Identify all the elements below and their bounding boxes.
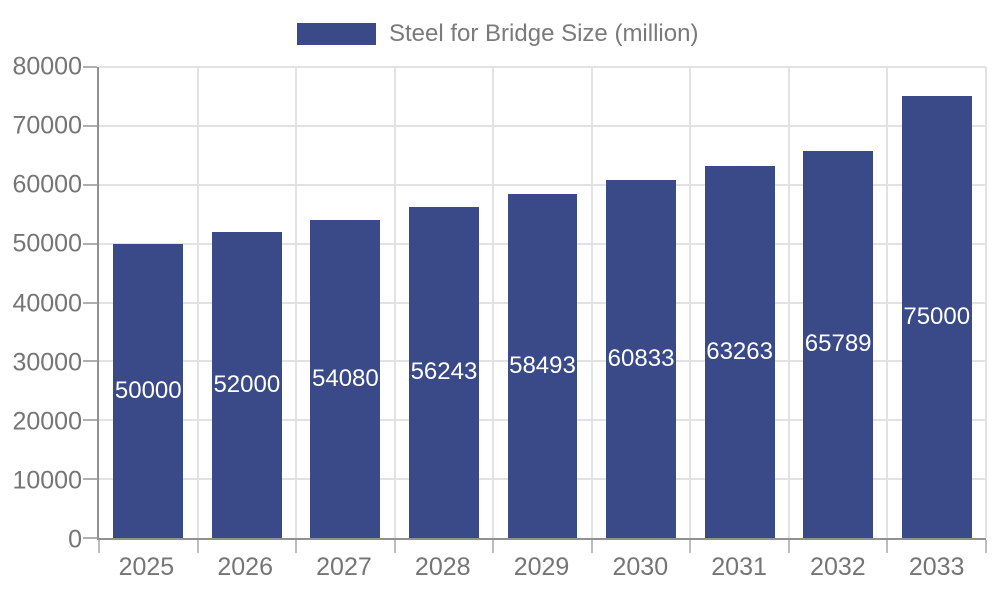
y-axis-tick <box>83 360 97 363</box>
y-axis-tick-label: 80000 <box>12 52 82 81</box>
y-axis-tick <box>83 242 97 245</box>
x-axis-tick-label: 2031 <box>711 553 767 581</box>
gridline-vertical <box>590 67 593 538</box>
gridline-horizontal <box>99 124 986 127</box>
x-axis-tick <box>689 540 692 553</box>
y-axis-tick <box>83 537 97 539</box>
x-axis-tick-label: 2029 <box>513 553 570 581</box>
x-axis-tick <box>196 540 199 553</box>
gridline-vertical <box>492 67 495 538</box>
gridline-vertical <box>196 67 199 538</box>
x-axis-tick <box>787 540 790 553</box>
y-axis-tick <box>83 66 97 68</box>
x-axis-tick <box>886 540 889 553</box>
bar-value-label: 63263 <box>706 337 773 365</box>
bar-value-label: 58493 <box>509 351 576 379</box>
bar-2027: 54080 <box>310 219 381 538</box>
bar-value-label: 60833 <box>607 344 675 372</box>
y-axis-tick-label: 70000 <box>12 111 82 140</box>
gridline-vertical <box>295 67 298 538</box>
legend-item[interactable]: Steel for Bridge Size (million) <box>297 20 698 48</box>
bar-2029: 58493 <box>507 193 578 538</box>
bar-value-label: 54080 <box>312 364 379 392</box>
legend-swatch <box>297 23 376 45</box>
y-axis-tick <box>83 301 97 304</box>
x-axis-tick-label: 2025 <box>118 553 175 581</box>
plot-area: 50000 52000 54080 56243 58493 60833 63263 65789… <box>83 66 987 553</box>
x-axis-tick-label: 2027 <box>316 553 372 581</box>
bar-2026: 52000 <box>211 231 282 538</box>
bar-value-label: 75000 <box>903 303 971 331</box>
y-axis-tick <box>83 478 97 481</box>
y-axis-tick <box>83 419 97 422</box>
bar-2033: 75000 <box>901 96 972 538</box>
y-axis: 0 10000 20000 30000 40000 50000 60000 70000 8000… <box>0 54 82 552</box>
y-axis-tick-label: 40000 <box>12 289 82 317</box>
x-axis-tick-label: 2032 <box>810 553 866 581</box>
y-axis-tick-label: 10000 <box>12 466 82 495</box>
bar-value-label: 52000 <box>213 370 281 398</box>
bar-2025: 50000 <box>113 243 184 538</box>
gridline-horizontal <box>99 183 986 186</box>
x-axis-tick-label: 2026 <box>217 553 273 581</box>
y-axis-tick-label: 20000 <box>12 407 82 436</box>
bar-value-label: 65789 <box>804 330 872 358</box>
x-axis-tick <box>295 540 298 553</box>
gridline-vertical <box>985 67 987 538</box>
gridline-vertical <box>393 67 396 538</box>
y-axis-tick <box>83 124 97 127</box>
x-axis-tick <box>393 540 396 553</box>
gridline-vertical <box>787 67 790 538</box>
x-axis-tick-label: 2028 <box>414 553 471 581</box>
x-axis-tick-label: 2030 <box>612 553 669 581</box>
x-axis-tick <box>590 540 593 553</box>
y-axis-tick-label: 50000 <box>12 229 82 258</box>
x-axis-tick <box>492 540 495 553</box>
bar-value-label: 50000 <box>114 376 182 404</box>
bar-2032: 65789 <box>803 150 874 538</box>
x-axis: 2025 2026 2027 2028 2029 2030 2031 2032 2033 <box>97 552 986 582</box>
bar-value-label: 56243 <box>410 358 478 386</box>
bar-2031: 63263 <box>704 165 775 538</box>
bar-2028: 56243 <box>408 206 479 538</box>
y-axis-tick-label: 60000 <box>12 170 82 199</box>
y-axis-tick-label: 30000 <box>12 348 82 377</box>
gridline-horizontal <box>99 66 986 68</box>
x-axis-tick <box>985 540 987 553</box>
legend-label: Steel for Bridge Size (million) <box>389 20 699 47</box>
gridline-vertical <box>689 67 692 538</box>
bar-2030: 60833 <box>606 179 677 538</box>
y-axis-tick <box>83 183 97 186</box>
gridline-vertical <box>886 67 889 538</box>
x-axis-tick-label: 2033 <box>908 553 965 581</box>
y-axis-tick-label: 0 <box>68 525 82 554</box>
x-axis-tick <box>98 540 100 553</box>
